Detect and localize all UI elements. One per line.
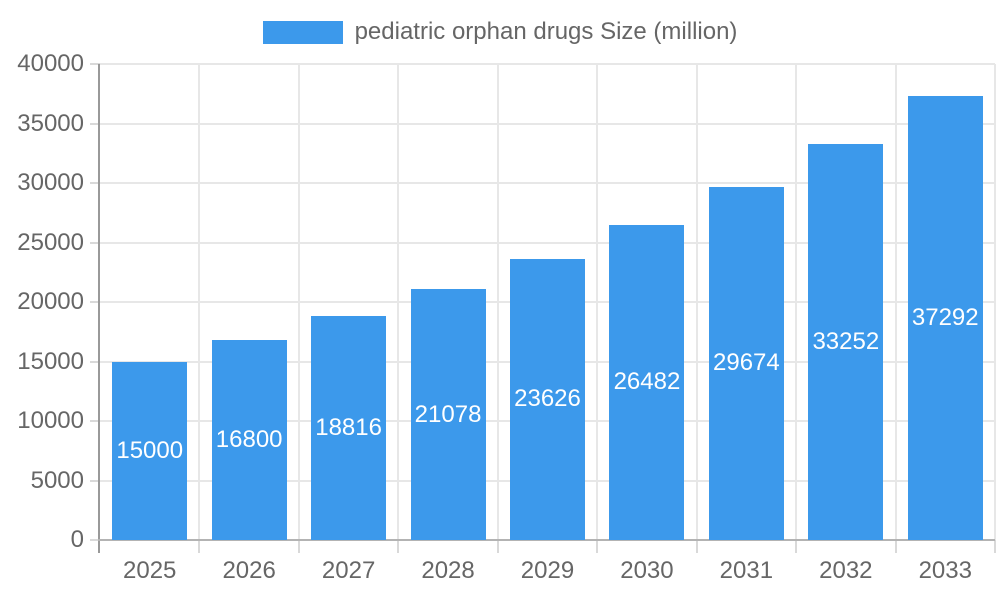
x-tick-label: 2031 xyxy=(719,557,774,584)
x-gridline xyxy=(198,64,201,540)
x-tick-mark xyxy=(198,540,201,553)
x-tick-mark xyxy=(297,540,300,553)
y-tick-label: 0 xyxy=(70,526,84,553)
x-gridline xyxy=(496,64,499,540)
x-tick-label: 2029 xyxy=(520,557,575,584)
y-tick-mark xyxy=(90,420,100,422)
y-gridline xyxy=(100,182,995,184)
x-tick-label: 2030 xyxy=(620,557,674,584)
y-tick-mark xyxy=(90,539,100,541)
x-tick-mark xyxy=(994,540,996,553)
y-gridline xyxy=(100,241,995,244)
x-tick-label: 2032 xyxy=(819,557,873,584)
x-tick-label: 2025 xyxy=(123,557,177,584)
y-gridline xyxy=(100,122,995,125)
bar[interactable] xyxy=(708,186,784,540)
y-tick-mark xyxy=(90,122,100,125)
bar[interactable] xyxy=(907,96,983,540)
legend-label: pediatric orphan drugs Size (million) xyxy=(354,18,738,45)
bar-value-label: 37292 xyxy=(911,304,979,332)
bar-value-label: 23626 xyxy=(514,385,581,413)
y-tick-label: 5000 xyxy=(30,466,84,494)
bar[interactable] xyxy=(211,340,287,540)
x-tick-mark xyxy=(795,540,798,553)
x-gridline xyxy=(994,64,996,540)
bar[interactable] xyxy=(808,144,884,540)
bar[interactable] xyxy=(510,258,585,540)
x-gridline xyxy=(297,64,300,540)
y-axis-line xyxy=(98,64,100,553)
y-tick-mark xyxy=(90,479,100,482)
x-tick-mark xyxy=(596,540,599,553)
bar-value-label: 33252 xyxy=(812,328,880,356)
x-tick-mark xyxy=(397,540,400,553)
y-gridline xyxy=(100,63,995,65)
x-axis-line xyxy=(98,539,995,541)
y-tick-label: 10000 xyxy=(17,407,84,434)
x-tick-label: 2028 xyxy=(421,557,475,584)
y-tick-label: 15000 xyxy=(17,347,84,375)
y-tick-label: 20000 xyxy=(17,288,84,315)
bar-value-label: 18816 xyxy=(315,414,382,442)
bar-value-label: 16800 xyxy=(215,426,283,454)
x-tick-label: 2033 xyxy=(918,557,972,584)
x-tick-mark xyxy=(695,540,698,553)
bar-value-label: 15000 xyxy=(116,436,184,464)
x-tick-label: 2026 xyxy=(222,557,276,584)
x-gridline xyxy=(695,64,698,540)
x-gridline xyxy=(795,64,798,540)
y-tick-mark xyxy=(90,182,100,184)
y-tick-mark xyxy=(90,63,100,65)
x-gridline xyxy=(894,64,897,540)
legend[interactable]: pediatric orphan drugs Size (million) xyxy=(0,19,1000,45)
x-tick-mark xyxy=(894,540,897,553)
x-tick-mark xyxy=(496,540,499,553)
y-tick-mark xyxy=(90,301,100,303)
y-tick-mark xyxy=(90,241,100,244)
y-tick-label: 30000 xyxy=(17,169,84,196)
y-tick-mark xyxy=(90,360,100,363)
legend-swatch-icon xyxy=(262,20,343,44)
bar-value-label: 29674 xyxy=(713,349,780,377)
bar[interactable] xyxy=(311,316,387,540)
bar[interactable] xyxy=(112,361,188,540)
x-gridline xyxy=(397,64,400,540)
x-gridline xyxy=(596,64,599,540)
y-tick-label: 25000 xyxy=(17,228,84,256)
y-tick-label: 35000 xyxy=(17,109,84,137)
bar-value-label: 26482 xyxy=(613,368,681,396)
x-tick-label: 2027 xyxy=(321,557,376,584)
bar[interactable] xyxy=(410,289,486,540)
bar[interactable] xyxy=(609,224,685,540)
y-tick-label: 40000 xyxy=(17,50,84,77)
bar-value-label: 21078 xyxy=(414,400,482,428)
